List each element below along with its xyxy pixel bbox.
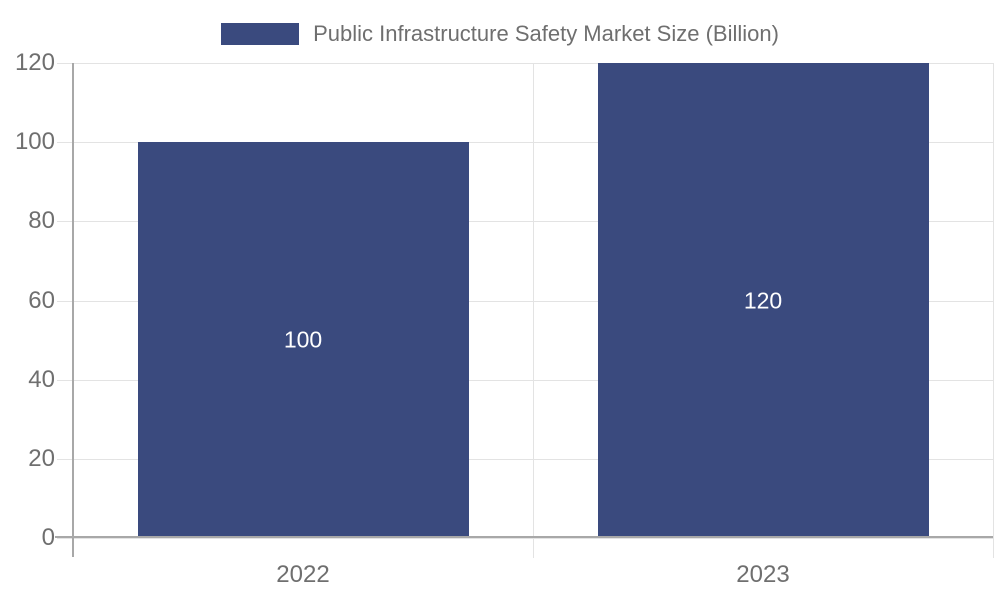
x-gridline [993, 63, 994, 558]
x-gridline [533, 63, 534, 558]
y-axis-line [72, 63, 74, 557]
legend-swatch[interactable] [221, 23, 300, 45]
y-tick-label: 60 [28, 286, 55, 314]
x-tick-label: 2022 [276, 561, 330, 588]
bar-value-label: 120 [743, 287, 783, 313]
y-tick-label: 80 [28, 207, 55, 235]
bar-value-label: 100 [283, 326, 323, 353]
y-tick-label: 20 [28, 444, 55, 472]
y-tick-label: 120 [14, 49, 55, 76]
legend: Public Infrastructure Safety Market Size… [0, 21, 1000, 47]
y-gridline [57, 458, 993, 460]
legend-label[interactable]: Public Infrastructure Safety Market Size… [313, 21, 779, 46]
x-axis-line [55, 536, 993, 538]
y-gridline [57, 379, 993, 381]
plot-area: 0 20 40 60 80 100 120 100 2022 120 2023 [15, 49, 994, 588]
y-tick-label: 0 [41, 524, 55, 551]
y-gridline [57, 300, 993, 302]
y-gridline [57, 538, 993, 539]
bar-2023 [598, 63, 929, 538]
y-gridline [57, 221, 993, 223]
bar-2022 [138, 142, 469, 538]
y-tick-label: 40 [28, 365, 55, 393]
y-gridline [57, 63, 993, 64]
y-tick-label: 100 [14, 128, 55, 156]
x-tick-label: 2023 [736, 561, 790, 588]
y-gridline [57, 142, 993, 144]
